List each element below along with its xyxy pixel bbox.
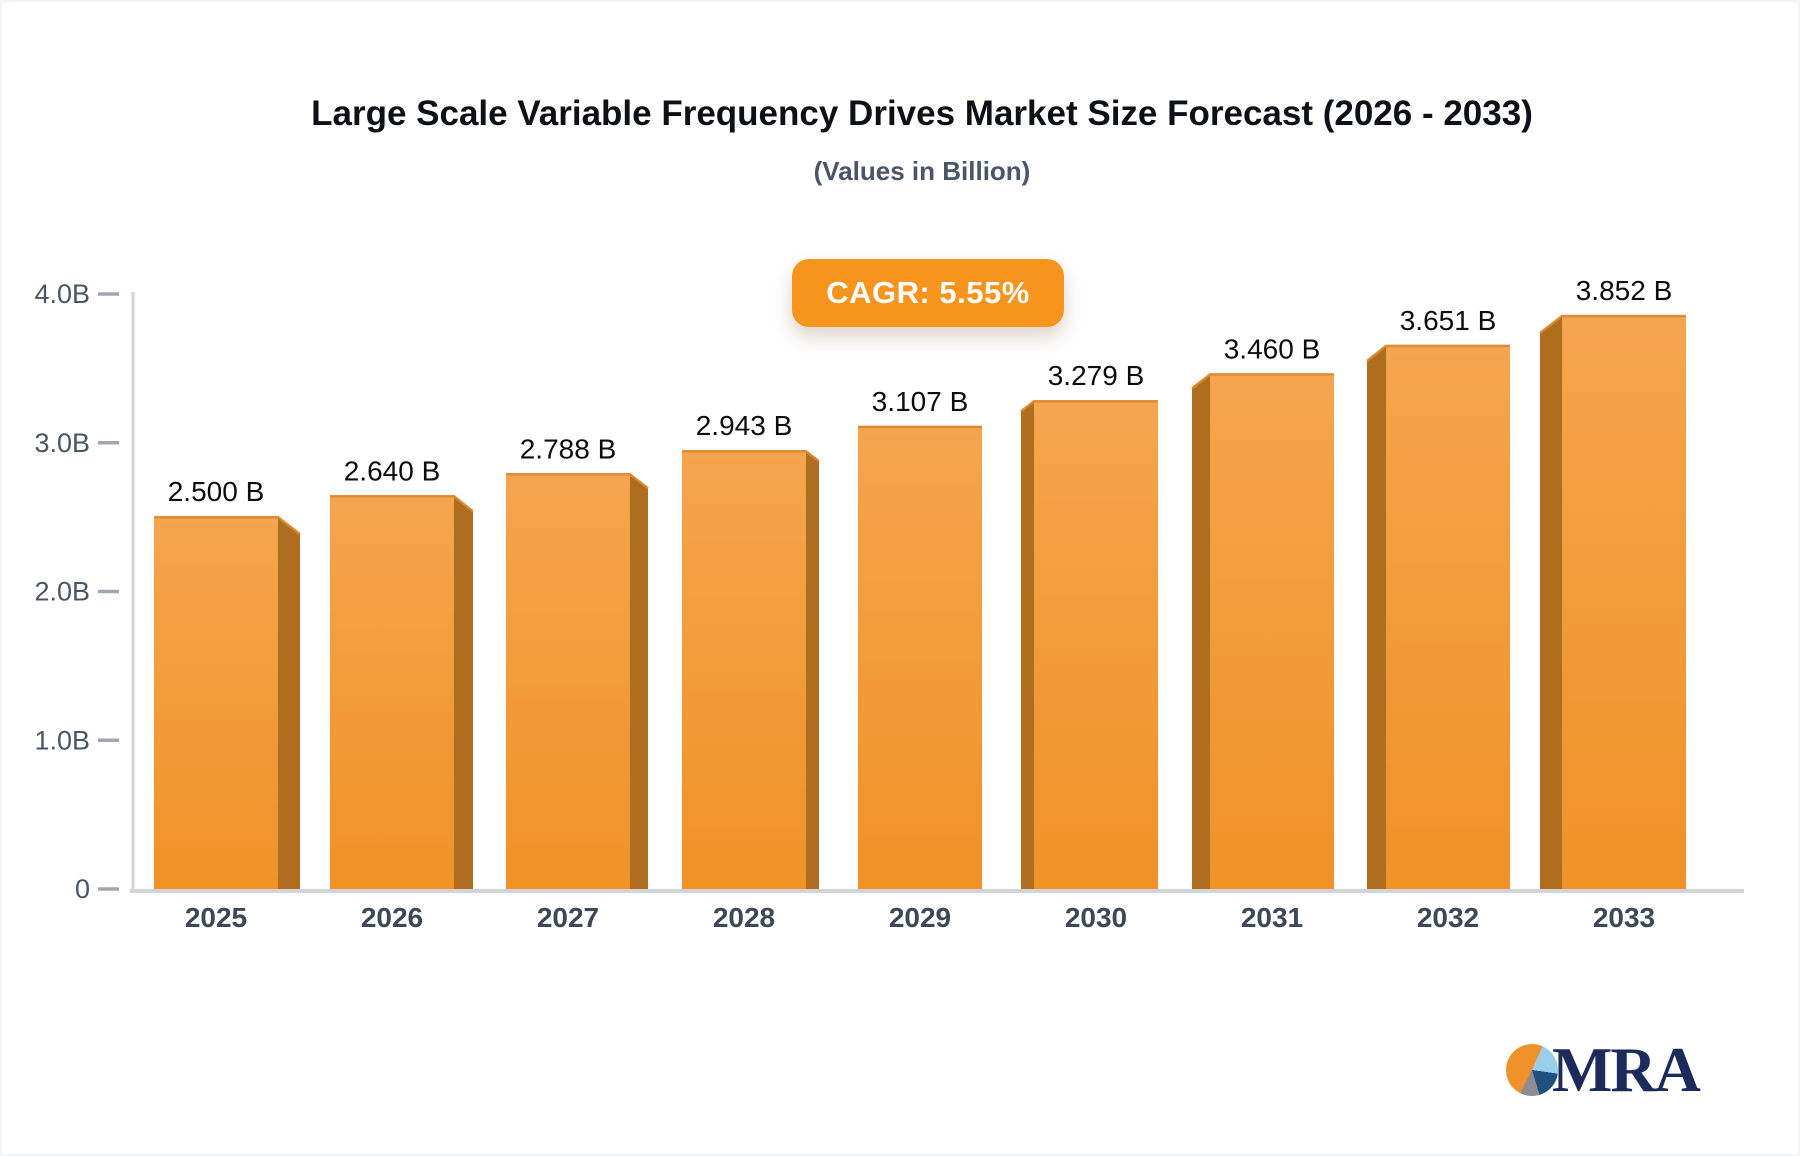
bar-side-2025 [278,517,300,889]
y-tick-label-4.0B: 4.0B [34,279,90,309]
bar-top-edge-2031 [1191,373,1334,390]
bar-2025 [154,517,278,889]
year-label-2030: 2030 [1065,902,1127,933]
bar-value-label-2027: 2.788 B [520,433,617,464]
cagr-badge: CAGR: 5.55% [792,259,1064,327]
bar-2032 [1386,345,1510,889]
bar-side-2030 [1021,401,1034,889]
year-label-2031: 2031 [1241,902,1303,933]
bar-top-edge-2025 [154,515,301,536]
bar-2030 [1034,401,1158,889]
bar-side-2032 [1367,345,1386,889]
year-label-2026: 2026 [361,902,423,933]
logo-text: MRA [1552,1034,1701,1105]
bar-side-2027 [630,474,648,889]
year-label-2032: 2032 [1417,902,1479,933]
year-label-2028: 2028 [713,902,775,933]
y-tick-label-2.0B: 2.0B [34,577,90,607]
bar-value-label-2025: 2.500 B [168,476,265,507]
chart-header: Large Scale Variable Frequency Drives Ma… [24,94,1798,187]
bar-value-label-2033: 3.852 B [1576,275,1673,306]
bar-top-edge-2028 [682,449,820,463]
bar-2026 [330,496,454,889]
bar-2027 [506,474,630,889]
year-label-2029: 2029 [889,902,951,933]
y-tick-label-1.0B: 1.0B [34,725,90,755]
pie-chart-logo-icon [1506,1044,1558,1096]
bar-top-edge-2033 [1539,314,1686,335]
bar-side-2026 [454,496,473,889]
page-title: Large Scale Variable Frequency Drives Ma… [311,94,1533,133]
year-label-2033: 2033 [1593,902,1655,933]
bar-top-edge-2026 [330,495,474,513]
bar-2028 [682,451,806,889]
bar-value-label-2032: 3.651 B [1400,305,1497,336]
year-label-2025: 2025 [185,902,247,933]
bar-2029 [858,426,982,889]
cagr-badge-label: CAGR: 5.55% [826,275,1030,310]
bar-side-2031 [1192,374,1210,889]
year-label-2027: 2027 [537,902,599,933]
page-subtitle: (Values in Billion) [813,156,1031,186]
y-tick-label-0: 0 [75,874,90,904]
bar-2033 [1562,316,1686,889]
bar-top-edge-2030 [1020,399,1158,413]
bar-top-edge-2027 [506,473,649,490]
bar-2031 [1210,374,1334,889]
bar-value-label-2028: 2.943 B [696,410,793,441]
bar-top-edge-2032 [1366,344,1510,362]
bar-value-label-2029: 3.107 B [872,386,969,417]
bar-side-2028 [806,451,819,889]
bar-side-2033 [1540,316,1562,889]
mra-logo: MRA [1506,1034,1701,1105]
bar-value-label-2026: 2.640 B [344,455,441,486]
y-tick-label-3.0B: 3.0B [34,428,90,458]
bar-value-label-2030: 3.279 B [1048,360,1145,391]
bar-value-label-2031: 3.460 B [1224,333,1321,364]
